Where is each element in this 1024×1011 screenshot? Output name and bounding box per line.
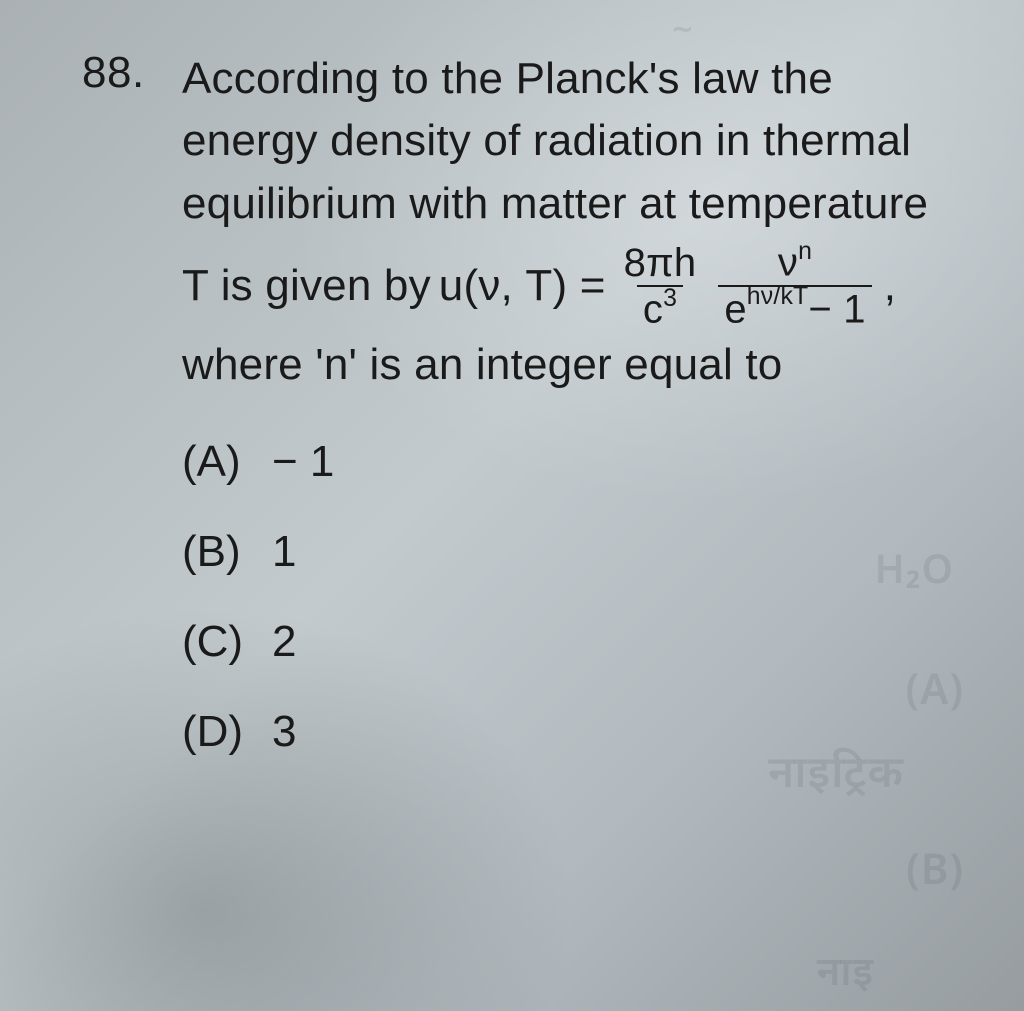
question-block: 88. According to the Planck's law the en… (82, 48, 988, 757)
question-body: According to the Planck's law the energy… (182, 48, 928, 397)
frac1-den-exp: 3 (663, 285, 677, 312)
option-b: (B)1 (182, 527, 988, 577)
frac2-den: ehν/kT− 1 (718, 285, 871, 330)
option-c: (C)2 (182, 617, 988, 667)
frac2-den-e: e (724, 287, 746, 331)
frac2-num: νn (772, 241, 818, 284)
stem-line-2: energy density of radiation in thermal (182, 116, 911, 165)
stem-after: where 'n' is an integer equal to (182, 340, 782, 389)
formula-frac-1: 8πh c3 (618, 242, 703, 330)
frac1-den-base: c (643, 287, 663, 331)
ghost-text-4: (B) (906, 840, 964, 897)
frac1-num: 8πh (618, 242, 703, 285)
option-d: (D)3 (182, 707, 988, 757)
frac2-num-exp: n (798, 238, 812, 265)
frac2-den-right: − 1 (808, 287, 865, 331)
formula-prefix: T is given by (182, 255, 431, 317)
ghost-text-5: नाइ (817, 942, 874, 997)
frac1-den: c3 (637, 285, 683, 330)
ghost-mark-top: ~ (672, 4, 695, 54)
frac2-num-base: ν (778, 241, 798, 285)
option-b-value: 1 (272, 527, 296, 576)
option-c-label: (C) (182, 617, 272, 667)
option-a-value: − 1 (272, 437, 334, 486)
stem-line-3: equilibrium with matter at temperature (182, 179, 928, 228)
formula-frac-2: νn ehν/kT− 1 (718, 241, 871, 330)
option-d-value: 3 (272, 707, 296, 756)
options-list: (A)− 1 (B)1 (C)2 (D)3 (182, 437, 988, 757)
option-d-label: (D) (182, 707, 272, 757)
stem-line-1: According to the Planck's law the (182, 54, 833, 103)
frac2-den-exp: hν/kT (747, 283, 809, 310)
question-number: 88. (82, 48, 182, 98)
question-row: 88. According to the Planck's law the en… (82, 48, 988, 397)
option-b-label: (B) (182, 527, 272, 577)
option-a: (A)− 1 (182, 437, 988, 487)
option-a-label: (A) (182, 437, 272, 487)
formula-trailing-comma: , (884, 255, 896, 317)
formula-line: T is given by u(ν, T) = 8πh c3 νn ehν/kT… (182, 241, 928, 330)
formula-lhs: u(ν, T) = (439, 255, 606, 317)
option-c-value: 2 (272, 617, 296, 666)
